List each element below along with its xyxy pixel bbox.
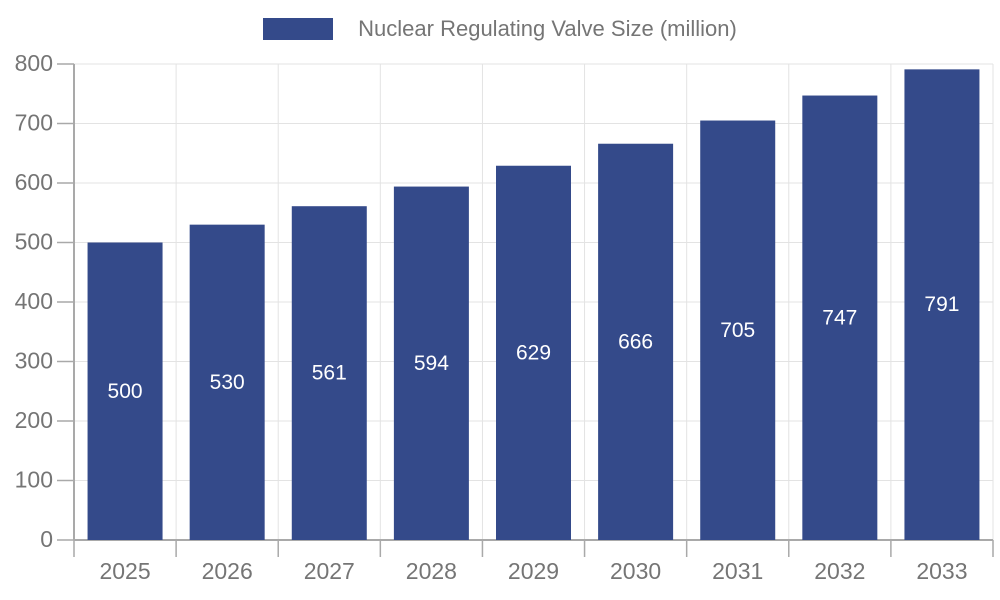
x-tick-label: 2029 xyxy=(508,558,559,584)
bar[interactable] xyxy=(904,69,980,540)
x-tick-label: 2028 xyxy=(406,558,457,584)
x-tick-label: 2025 xyxy=(99,558,150,584)
bar[interactable] xyxy=(189,224,265,540)
x-tick-label: 2031 xyxy=(712,558,763,584)
legend-label: Nuclear Regulating Valve Size (million) xyxy=(358,16,737,41)
bar[interactable] xyxy=(87,242,163,541)
bar-value-label: 561 xyxy=(312,362,347,385)
bar-value-label: 530 xyxy=(210,371,245,394)
bar-value-label: 666 xyxy=(618,330,653,353)
y-tick-label: 500 xyxy=(15,229,53,255)
x-tick-label: 2026 xyxy=(202,558,253,584)
bar-value-label: 791 xyxy=(924,293,959,316)
x-tick-label: 2033 xyxy=(916,558,967,584)
bar[interactable] xyxy=(393,186,469,540)
bar-value-label: 747 xyxy=(822,306,857,329)
y-tick-label: 600 xyxy=(15,169,53,195)
bar[interactable] xyxy=(700,120,776,541)
bar[interactable] xyxy=(598,143,674,541)
bar-value-label: 629 xyxy=(516,341,551,364)
y-tick-label: 800 xyxy=(15,50,53,76)
y-tick-label: 100 xyxy=(15,467,53,493)
y-tick-label: 300 xyxy=(15,348,53,374)
y-tick-label: 400 xyxy=(15,288,53,314)
bar-value-label: 594 xyxy=(414,352,449,375)
bar[interactable] xyxy=(802,95,878,540)
y-tick-label: 200 xyxy=(15,407,53,433)
x-tick-label: 2030 xyxy=(610,558,661,584)
legend[interactable]: Nuclear Regulating Valve Size (million) xyxy=(0,18,1000,40)
bar-value-label: 500 xyxy=(108,380,143,403)
y-tick-label: 0 xyxy=(40,526,53,552)
x-tick-label: 2032 xyxy=(814,558,865,584)
legend-swatch xyxy=(263,18,334,40)
x-tick-label: 2027 xyxy=(304,558,355,584)
bar[interactable] xyxy=(291,206,367,540)
y-tick-label: 700 xyxy=(15,110,53,136)
bar-value-label: 705 xyxy=(720,319,755,342)
bar[interactable] xyxy=(496,165,571,540)
